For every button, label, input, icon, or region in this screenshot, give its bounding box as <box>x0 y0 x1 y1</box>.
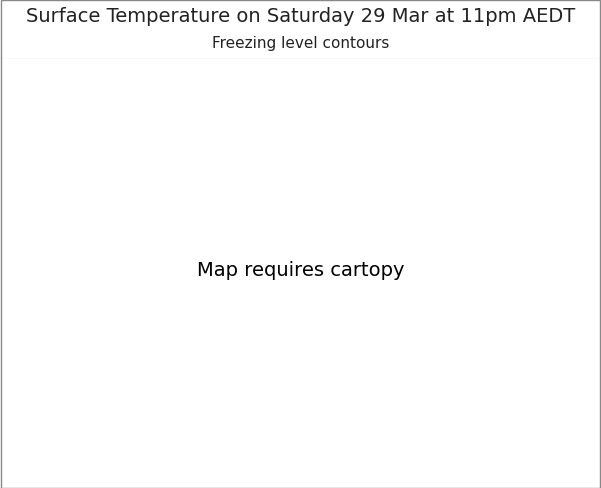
Text: Freezing level contours: Freezing level contours <box>212 37 389 51</box>
Text: Map requires cartopy: Map requires cartopy <box>197 262 404 280</box>
Text: Surface Temperature on Saturday 29 Mar at 11pm AEDT: Surface Temperature on Saturday 29 Mar a… <box>26 7 575 26</box>
